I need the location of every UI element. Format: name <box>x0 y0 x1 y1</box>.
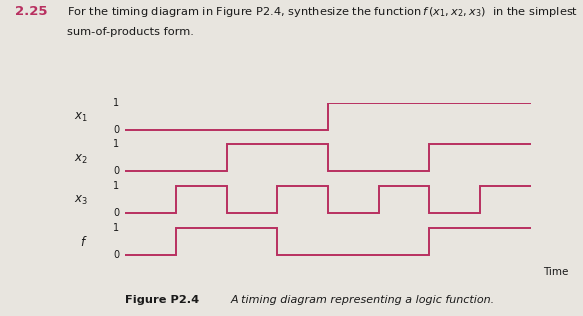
Text: 0: 0 <box>113 208 120 218</box>
Text: Time: Time <box>543 267 568 277</box>
Text: For the timing diagram in Figure P2.4, synthesize the function$\,f\,(x_1, x_2, x: For the timing diagram in Figure P2.4, s… <box>67 5 578 19</box>
Text: 1: 1 <box>113 222 120 233</box>
Text: 0: 0 <box>113 125 120 135</box>
Text: $x_3$: $x_3$ <box>73 194 87 207</box>
Text: 0: 0 <box>113 167 120 176</box>
Text: $x_2$: $x_2$ <box>73 153 87 166</box>
Text: A timing diagram representing a logic function.: A timing diagram representing a logic fu… <box>230 295 494 306</box>
Text: $f$: $f$ <box>80 235 87 250</box>
Text: 1: 1 <box>113 98 120 108</box>
Text: sum-of-products form.: sum-of-products form. <box>67 27 194 37</box>
Text: 1: 1 <box>113 181 120 191</box>
Text: Figure P2.4: Figure P2.4 <box>125 295 199 306</box>
Text: $x_1$: $x_1$ <box>73 111 87 124</box>
Text: 1: 1 <box>113 139 120 149</box>
Text: 0: 0 <box>113 250 120 260</box>
Text: 2.25: 2.25 <box>15 5 47 18</box>
